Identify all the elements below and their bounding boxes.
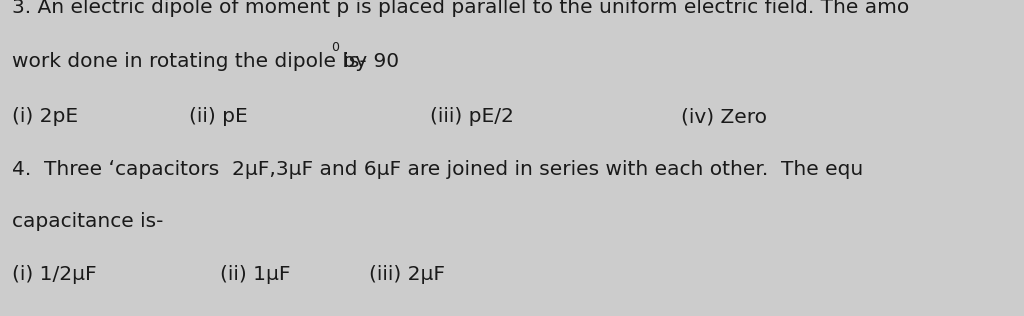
Text: (i) 2pE: (i) 2pE <box>12 107 79 126</box>
Text: is-: is- <box>337 52 367 71</box>
Text: (ii) pE: (ii) pE <box>189 107 248 126</box>
Text: (iii) 2μF: (iii) 2μF <box>369 265 444 284</box>
Text: 4.  Three ʻcapacitors  2μF,3μF and 6μF are joined in series with each other.  Th: 4. Three ʻcapacitors 2μF,3μF and 6μF are… <box>12 160 863 179</box>
Text: 0: 0 <box>332 41 339 54</box>
Text: (ii) 1μF: (ii) 1μF <box>220 265 291 284</box>
Text: 3. An electric dipole of moment p is placed parallel to the uniform electric fie: 3. An electric dipole of moment p is pla… <box>12 0 909 17</box>
Text: (i) 1/2μF: (i) 1/2μF <box>12 265 97 284</box>
Text: work done in rotating the dipole by 90: work done in rotating the dipole by 90 <box>12 52 399 71</box>
Text: (iv) Zero: (iv) Zero <box>681 107 767 126</box>
Text: (iii) pE/2: (iii) pE/2 <box>430 107 514 126</box>
Text: capacitance is-: capacitance is- <box>12 212 164 231</box>
